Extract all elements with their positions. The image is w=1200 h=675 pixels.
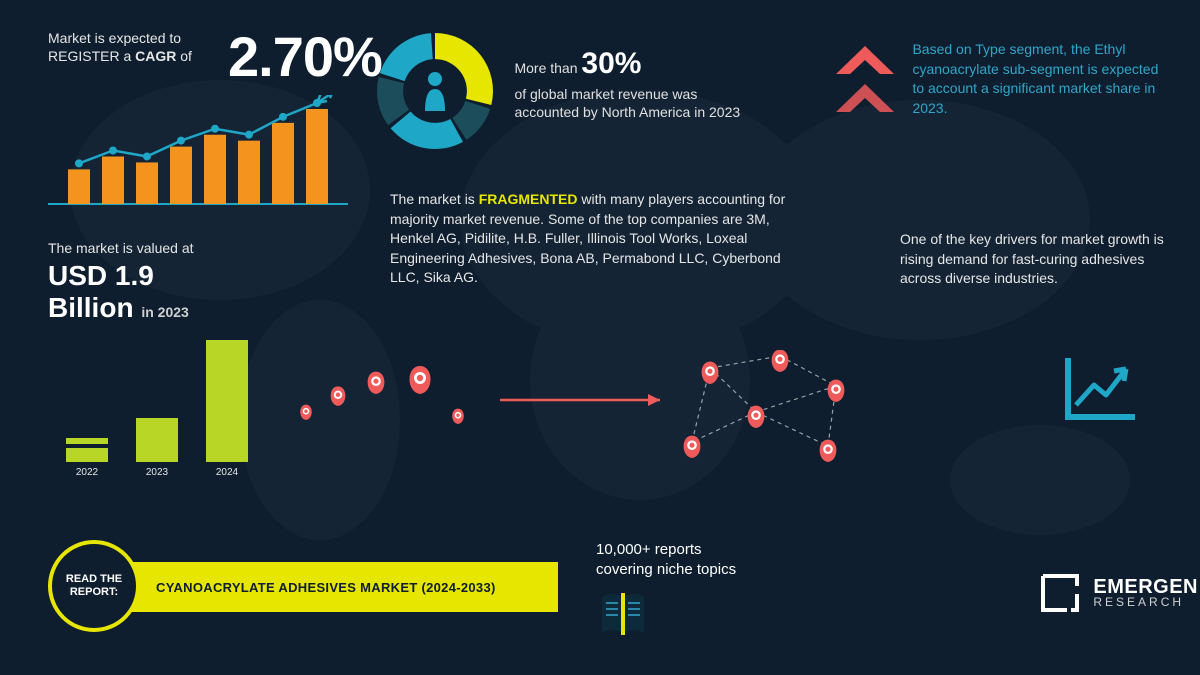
cta-bar-label: CYANOACRYLATE ADHESIVES MARKET (2024-203…: [156, 580, 496, 595]
logo-mark-icon: [1037, 570, 1083, 616]
cagr-value: 2.70%: [228, 24, 382, 89]
svg-text:2022: 2022: [76, 467, 99, 478]
donut-text: More than 30% of global market revenue w…: [514, 44, 764, 122]
barline-chart: [48, 95, 348, 210]
growth-chart-icon: [1060, 355, 1138, 430]
cagr-block: Market is expected to REGISTER a CAGR of…: [48, 30, 388, 65]
chevron-text: Based on Type segment, the Ethyl cyanoac…: [912, 40, 1162, 118]
fragmented-text: The market is FRAGMENTED with many playe…: [390, 190, 790, 288]
chevron-up-icon: [830, 40, 900, 131]
chevron-block: Based on Type segment, the Ethyl cyanoac…: [830, 40, 1170, 131]
svg-text:2023: 2023: [146, 467, 169, 478]
cta-circle[interactable]: READ THE REPORT:: [48, 540, 140, 632]
donut-chart: [370, 26, 500, 156]
cta-circle-label: READ THE REPORT:: [52, 573, 136, 599]
driver-text: One of the key drivers for market growth…: [900, 230, 1170, 289]
green-bar-chart: 2022 2023 2024: [48, 315, 308, 480]
cta-banner[interactable]: CYANOACRYLATE ADHESIVES MARKET (2024-203…: [48, 548, 558, 626]
book-icon: [596, 589, 650, 639]
market-value-block: The market is valued at USD 1.9 Billion …: [48, 240, 308, 324]
svg-text:2024: 2024: [216, 467, 239, 478]
brand-logo: EMERGEN RESEARCH: [1028, 570, 1198, 616]
reports-block: 10,000+ reports covering niche topics: [596, 540, 856, 644]
reports-text: 10,000+ reports covering niche topics: [596, 540, 856, 581]
pins-network: [280, 350, 900, 490]
logo-text: EMERGEN RESEARCH: [1093, 578, 1198, 608]
cta-bar[interactable]: CYANOACRYLATE ADHESIVES MARKET (2024-203…: [108, 562, 558, 612]
donut-block: More than 30% of global market revenue w…: [370, 26, 810, 156]
market-value-intro: The market is valued at: [48, 240, 308, 256]
